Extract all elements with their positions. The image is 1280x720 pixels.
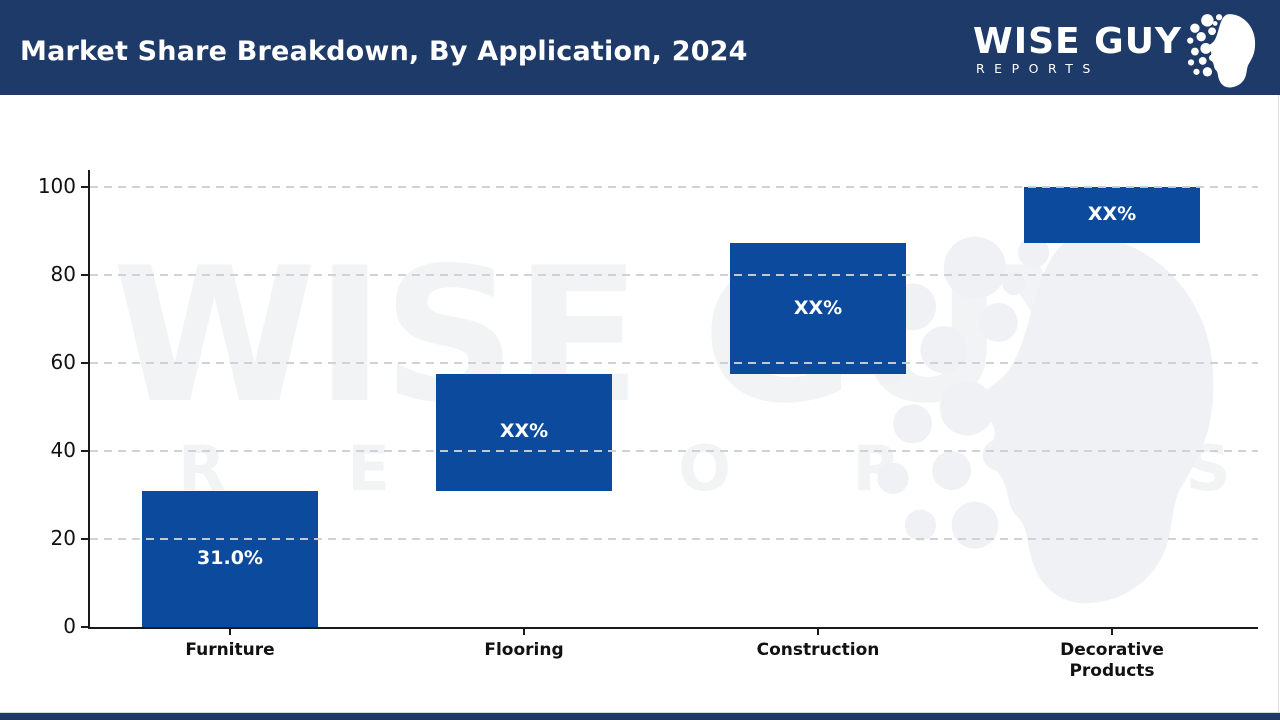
- y-axis-spine: [88, 170, 90, 629]
- x-axis-category-label: Flooring: [484, 640, 564, 660]
- bar-value-label: XX%: [499, 420, 549, 443]
- logo-text: WISE GUY REPORTS: [972, 20, 1182, 76]
- y-axis-tick: [81, 450, 88, 452]
- market-share-bar: [142, 490, 318, 627]
- gridline: [90, 450, 1258, 452]
- y-axis-tick-label: 80: [50, 262, 76, 286]
- market-share-bar: [730, 243, 906, 374]
- x-axis-tick: [523, 627, 525, 635]
- y-axis-tick-label: 40: [50, 438, 76, 462]
- x-axis-category-label: Furniture: [185, 640, 275, 660]
- market-share-bar: [1024, 187, 1200, 244]
- gridline: [90, 538, 1258, 540]
- plot-right-border: [1278, 95, 1279, 713]
- x-axis-tick: [817, 627, 819, 635]
- gridline: [90, 186, 1258, 188]
- gridline: [90, 362, 1258, 364]
- x-axis-tick: [229, 627, 231, 635]
- x-axis-category-label: Decorative Products: [1060, 640, 1164, 682]
- y-axis-tick: [81, 538, 88, 540]
- footer-accent-bar: [0, 713, 1280, 720]
- y-axis-tick-label: 0: [63, 614, 76, 638]
- chart-title: Market Share Breakdown, By Application, …: [20, 36, 748, 67]
- footer-hairline: [0, 712, 1280, 713]
- logo-text-line2: REPORTS: [975, 60, 1100, 76]
- bar-value-label: XX%: [793, 296, 843, 319]
- bar-value-label: XX%: [1087, 203, 1137, 226]
- y-axis-tick: [81, 626, 88, 628]
- y-axis-tick: [81, 186, 88, 188]
- x-axis-tick: [1111, 627, 1113, 635]
- wise-guy-reports-logo: WISE GUY REPORTS: [973, 7, 1262, 89]
- logo-text-line1: WISE GUY: [972, 20, 1182, 62]
- x-axis-spine: [88, 627, 1258, 629]
- header-bar: Market Share Breakdown, By Application, …: [0, 0, 1280, 95]
- y-axis-tick-label: 100: [37, 174, 76, 198]
- y-axis-tick-label: 60: [50, 350, 76, 374]
- y-axis-tick: [81, 274, 88, 276]
- gridline: [90, 274, 1258, 276]
- x-axis-category-label: Construction: [756, 640, 880, 660]
- market-share-bar: [436, 374, 612, 491]
- watermark-dotted-face: [873, 236, 1214, 604]
- y-axis-tick: [81, 362, 88, 364]
- dotted-face-icon: [1187, 13, 1256, 87]
- bar-value-label: 31.0%: [197, 546, 263, 569]
- y-axis-tick-label: 20: [50, 526, 76, 550]
